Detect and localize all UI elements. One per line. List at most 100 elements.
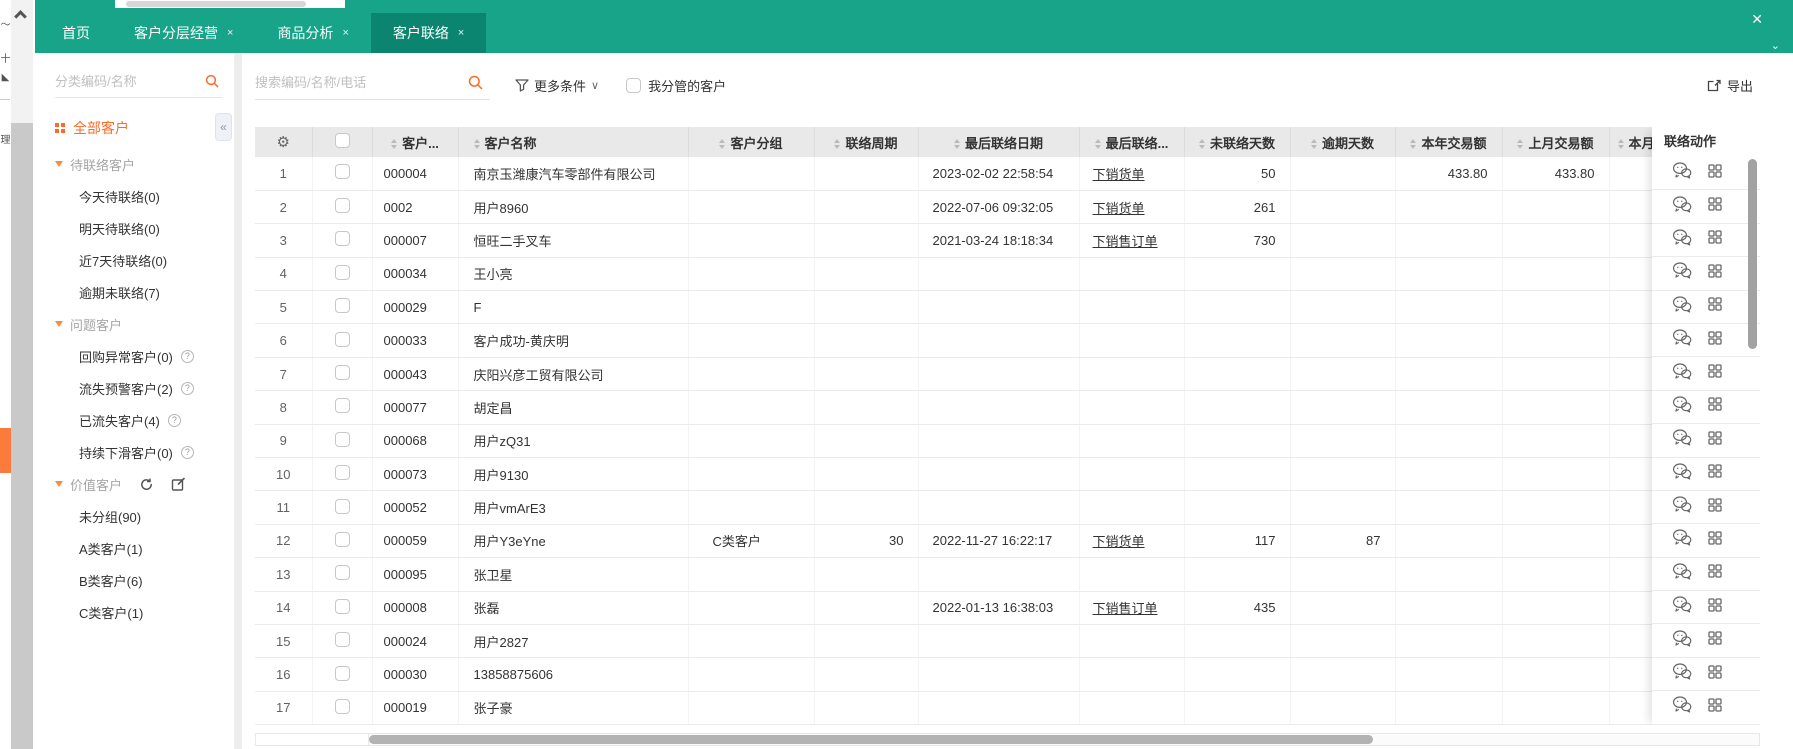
tab-product-analysis[interactable]: 商品分析 × [255,13,370,53]
column-customer-group[interactable]: 客户分组 [688,127,815,157]
sort-icon[interactable] [1094,139,1101,150]
more-actions-grid-icon[interactable] [1708,297,1722,316]
row-checkbox[interactable] [334,665,350,681]
wechat-icon[interactable] [1672,596,1692,618]
tab-customer-segmentation[interactable]: 客户分层经营 × [112,13,255,53]
row-checkbox[interactable] [334,531,350,547]
help-icon[interactable]: ? [167,413,181,427]
search-icon[interactable] [204,73,220,94]
export-button[interactable]: 导出 [1707,76,1753,95]
refresh-icon[interactable] [139,477,154,492]
category-search-input[interactable]: 分类编码/名称 [55,71,222,98]
more-actions-grid-icon[interactable] [1708,397,1722,416]
tab-close-icon[interactable]: × [227,27,234,39]
sort-icon[interactable] [1310,139,1317,150]
wechat-icon[interactable] [1672,496,1692,518]
more-actions-grid-icon[interactable] [1708,431,1722,450]
wechat-icon[interactable] [1672,195,1692,218]
column-last-contact-date[interactable]: 最后联络日期 [918,127,1080,157]
column-contact-cycle[interactable]: 联络周期 [814,127,919,157]
sort-icon[interactable] [953,139,960,150]
background-scrollbar[interactable] [11,0,33,749]
wechat-icon[interactable] [1672,262,1692,284]
more-actions-grid-icon[interactable] [1708,464,1722,483]
contact-action-link[interactable]: 下销售订单 [1092,601,1158,617]
help-icon[interactable]: ? [180,445,194,459]
more-actions-grid-icon[interactable] [1708,598,1722,617]
contact-action-link[interactable]: 下销货单 [1092,166,1145,182]
more-actions-grid-icon[interactable] [1708,698,1722,717]
row-checkbox[interactable] [334,431,350,447]
more-actions-grid-icon[interactable] [1708,330,1722,350]
more-filters-button[interactable]: 更多条件 ∨ [515,76,599,95]
horizontal-scrollbar[interactable] [255,733,1760,746]
column-days-overdue[interactable]: 逾期天数 [1290,127,1396,157]
close-icon[interactable]: ✕ [1751,11,1763,27]
contact-action-link[interactable]: 下销售订单 [1092,233,1158,249]
row-checkbox[interactable] [334,164,350,180]
row-checkbox[interactable] [334,398,350,414]
tab-home[interactable]: 首页 [40,13,112,53]
edit-icon[interactable] [171,477,186,492]
sort-icon[interactable] [1517,139,1524,150]
search-icon[interactable] [467,74,484,96]
sort-icon[interactable] [391,139,398,150]
tree-group-pending-contact[interactable]: 待联络客户 [35,148,234,180]
more-actions-grid-icon[interactable] [1708,197,1722,216]
tree-item-churn-warning[interactable]: 流失预警客户(2)? [35,372,234,404]
wechat-icon[interactable] [1672,362,1692,385]
gear-icon[interactable]: ⚙ [276,134,290,151]
row-checkbox[interactable] [334,264,350,280]
my-customers-checkbox[interactable] [626,77,642,93]
more-actions-grid-icon[interactable] [1708,631,1722,650]
chevron-down-icon[interactable]: ⌄ [1770,40,1780,52]
tree-item-class-c[interactable]: C类客户(1) [35,596,234,628]
help-icon[interactable]: ? [180,349,194,363]
my-customers-filter[interactable]: 我分管的客户 [626,76,726,95]
more-actions-grid-icon[interactable] [1708,264,1722,283]
tree-item-overdue[interactable]: 逾期未联络(7) [35,276,234,308]
select-all-header[interactable] [312,127,373,157]
wechat-icon[interactable] [1672,630,1692,652]
tab-customer-contact[interactable]: 客户联络 × [370,13,487,53]
row-checkbox[interactable] [334,498,350,514]
tree-item-repurchase-abnormal[interactable]: 回购异常客户(0)? [35,340,234,372]
tree-group-problem-customers[interactable]: 问题客户 [35,308,234,340]
sidebar-collapse-button[interactable]: « [215,113,232,141]
sort-icon[interactable] [1410,139,1417,150]
row-checkbox[interactable] [334,298,350,314]
column-settings-header[interactable]: ⚙ [255,127,313,157]
wechat-icon[interactable] [1672,463,1692,485]
contact-action-link[interactable]: 下销货单 [1092,534,1145,550]
tree-item-class-b[interactable]: B类客户(6) [35,564,234,596]
select-all-checkbox[interactable] [334,133,350,148]
row-checkbox[interactable] [334,365,350,381]
wechat-icon[interactable] [1672,563,1692,585]
more-actions-grid-icon[interactable] [1708,497,1722,517]
tree-item-churned[interactable]: 已流失客户(4)? [35,404,234,436]
more-actions-grid-icon[interactable] [1708,531,1722,550]
wechat-icon[interactable] [1672,162,1692,184]
contact-action-link[interactable]: 下销货单 [1092,200,1145,216]
row-checkbox[interactable] [334,465,350,481]
row-checkbox[interactable] [334,331,350,347]
sidebar-item-all-customers[interactable]: 全部客户 « [55,113,234,142]
tree-item-declining[interactable]: 持续下滑客户(0)? [35,436,234,468]
sort-icon[interactable] [834,139,841,150]
column-customer-name[interactable]: 客户名称 [458,127,689,157]
tree-group-value-customers[interactable]: 价值客户 [35,468,234,500]
wechat-icon[interactable] [1672,696,1692,718]
help-icon[interactable]: ? [180,381,194,395]
wechat-icon[interactable] [1672,329,1692,351]
more-actions-grid-icon[interactable] [1708,164,1722,183]
customer-search-input[interactable]: 搜索编码/名称/电话 [255,70,490,100]
wechat-icon[interactable] [1672,296,1692,318]
row-checkbox[interactable] [334,198,350,214]
row-checkbox[interactable] [334,632,350,648]
tree-item-class-a[interactable]: A类客户(1) [35,532,234,564]
tab-close-icon[interactable]: × [457,27,465,39]
tree-item-ungrouped[interactable]: 未分组(90) [35,500,234,532]
wechat-icon[interactable] [1672,229,1692,251]
tree-item-next-7-days[interactable]: 近7天待联络(0) [35,244,234,276]
more-actions-grid-icon[interactable] [1708,364,1722,383]
